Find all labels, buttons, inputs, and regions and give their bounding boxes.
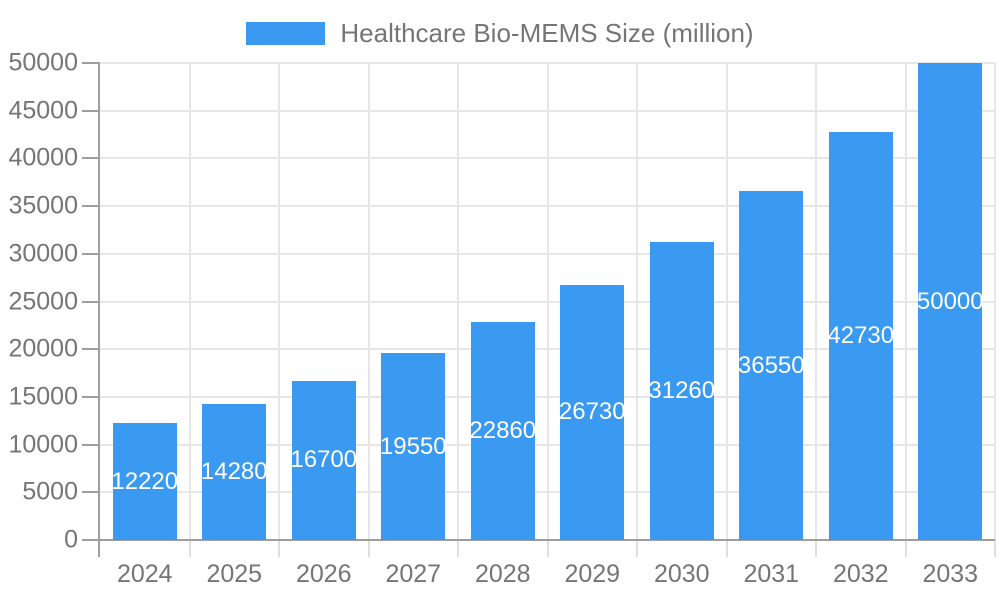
legend-swatch-icon xyxy=(246,21,326,45)
x-axis-tick xyxy=(994,540,996,557)
y-axis-label: 45000 xyxy=(8,96,78,125)
y-axis-label: 40000 xyxy=(8,143,78,172)
y-axis-tick xyxy=(82,157,100,160)
gridline-vertical xyxy=(815,63,817,540)
x-axis-tick xyxy=(725,540,728,557)
y-axis-tick xyxy=(82,62,100,64)
y-axis-label: 30000 xyxy=(8,239,78,268)
y-axis-label: 25000 xyxy=(8,287,78,315)
bar-2030[interactable] xyxy=(649,241,714,540)
y-axis-tick xyxy=(82,348,100,351)
gridline-vertical xyxy=(367,63,370,540)
y-axis-tick xyxy=(82,443,100,446)
x-axis-label: 2030 xyxy=(653,560,710,588)
x-axis-tick xyxy=(188,540,191,557)
y-axis-tick xyxy=(82,205,100,208)
x-axis-tick xyxy=(367,540,370,557)
y-axis-tick xyxy=(82,491,100,494)
y-axis-tick xyxy=(82,395,100,398)
x-axis-label: 2025 xyxy=(206,560,263,588)
x-axis-label: 2032 xyxy=(832,560,889,588)
x-axis-label: 2027 xyxy=(385,560,442,588)
y-axis-line xyxy=(98,63,100,557)
x-axis-tick xyxy=(457,540,459,557)
bar-2026[interactable] xyxy=(291,380,356,540)
bar-2029[interactable] xyxy=(560,284,625,540)
x-axis-tick xyxy=(278,540,280,557)
y-axis-label: 20000 xyxy=(8,334,78,363)
bar-2032[interactable] xyxy=(828,132,893,540)
x-axis-label: 2031 xyxy=(743,560,800,588)
gridline-vertical xyxy=(546,63,549,540)
x-axis-label: 2024 xyxy=(116,560,173,588)
y-axis-label: 10000 xyxy=(8,430,78,459)
bar-2031[interactable] xyxy=(739,191,804,540)
bar-2033[interactable] xyxy=(918,63,983,540)
gridline-vertical xyxy=(457,63,459,540)
legend-item[interactable]: Healthcare Bio-MEMS Size (million) xyxy=(246,17,754,49)
gridline-vertical xyxy=(188,63,191,540)
y-axis-label: 50000 xyxy=(8,48,78,77)
gridline-vertical xyxy=(904,63,907,540)
x-axis-tick xyxy=(636,540,638,557)
x-axis-label: 2028 xyxy=(474,560,531,588)
legend-label: Healthcare Bio-MEMS Size (million) xyxy=(340,17,754,48)
gridline-vertical xyxy=(278,63,280,540)
y-axis-tick xyxy=(82,252,100,255)
y-axis-label: 35000 xyxy=(8,191,78,220)
x-axis-tick xyxy=(815,540,817,557)
x-axis-label: 2026 xyxy=(295,560,352,588)
y-axis-label: 5000 xyxy=(22,477,78,506)
y-axis-tick xyxy=(82,109,100,112)
bar-2024[interactable] xyxy=(112,423,177,540)
x-axis-label: 2033 xyxy=(922,560,979,588)
bar-2025[interactable] xyxy=(202,403,267,540)
x-axis-line xyxy=(100,539,995,541)
gridline-vertical xyxy=(725,63,728,540)
x-axis-tick xyxy=(904,540,907,557)
gridline-vertical xyxy=(636,63,638,540)
y-axis-label: 15000 xyxy=(8,382,78,411)
bar-2027[interactable] xyxy=(381,353,446,540)
y-axis-tick xyxy=(82,300,100,303)
x-axis-label: 2029 xyxy=(564,560,621,588)
gridline-vertical xyxy=(994,63,996,540)
x-axis-tick xyxy=(546,540,549,557)
y-axis-label: 0 xyxy=(64,525,78,554)
chart-legend: Healthcare Bio-MEMS Size (million) xyxy=(0,0,1000,66)
y-axis-tick xyxy=(82,539,100,541)
bar-2028[interactable] xyxy=(470,321,535,540)
